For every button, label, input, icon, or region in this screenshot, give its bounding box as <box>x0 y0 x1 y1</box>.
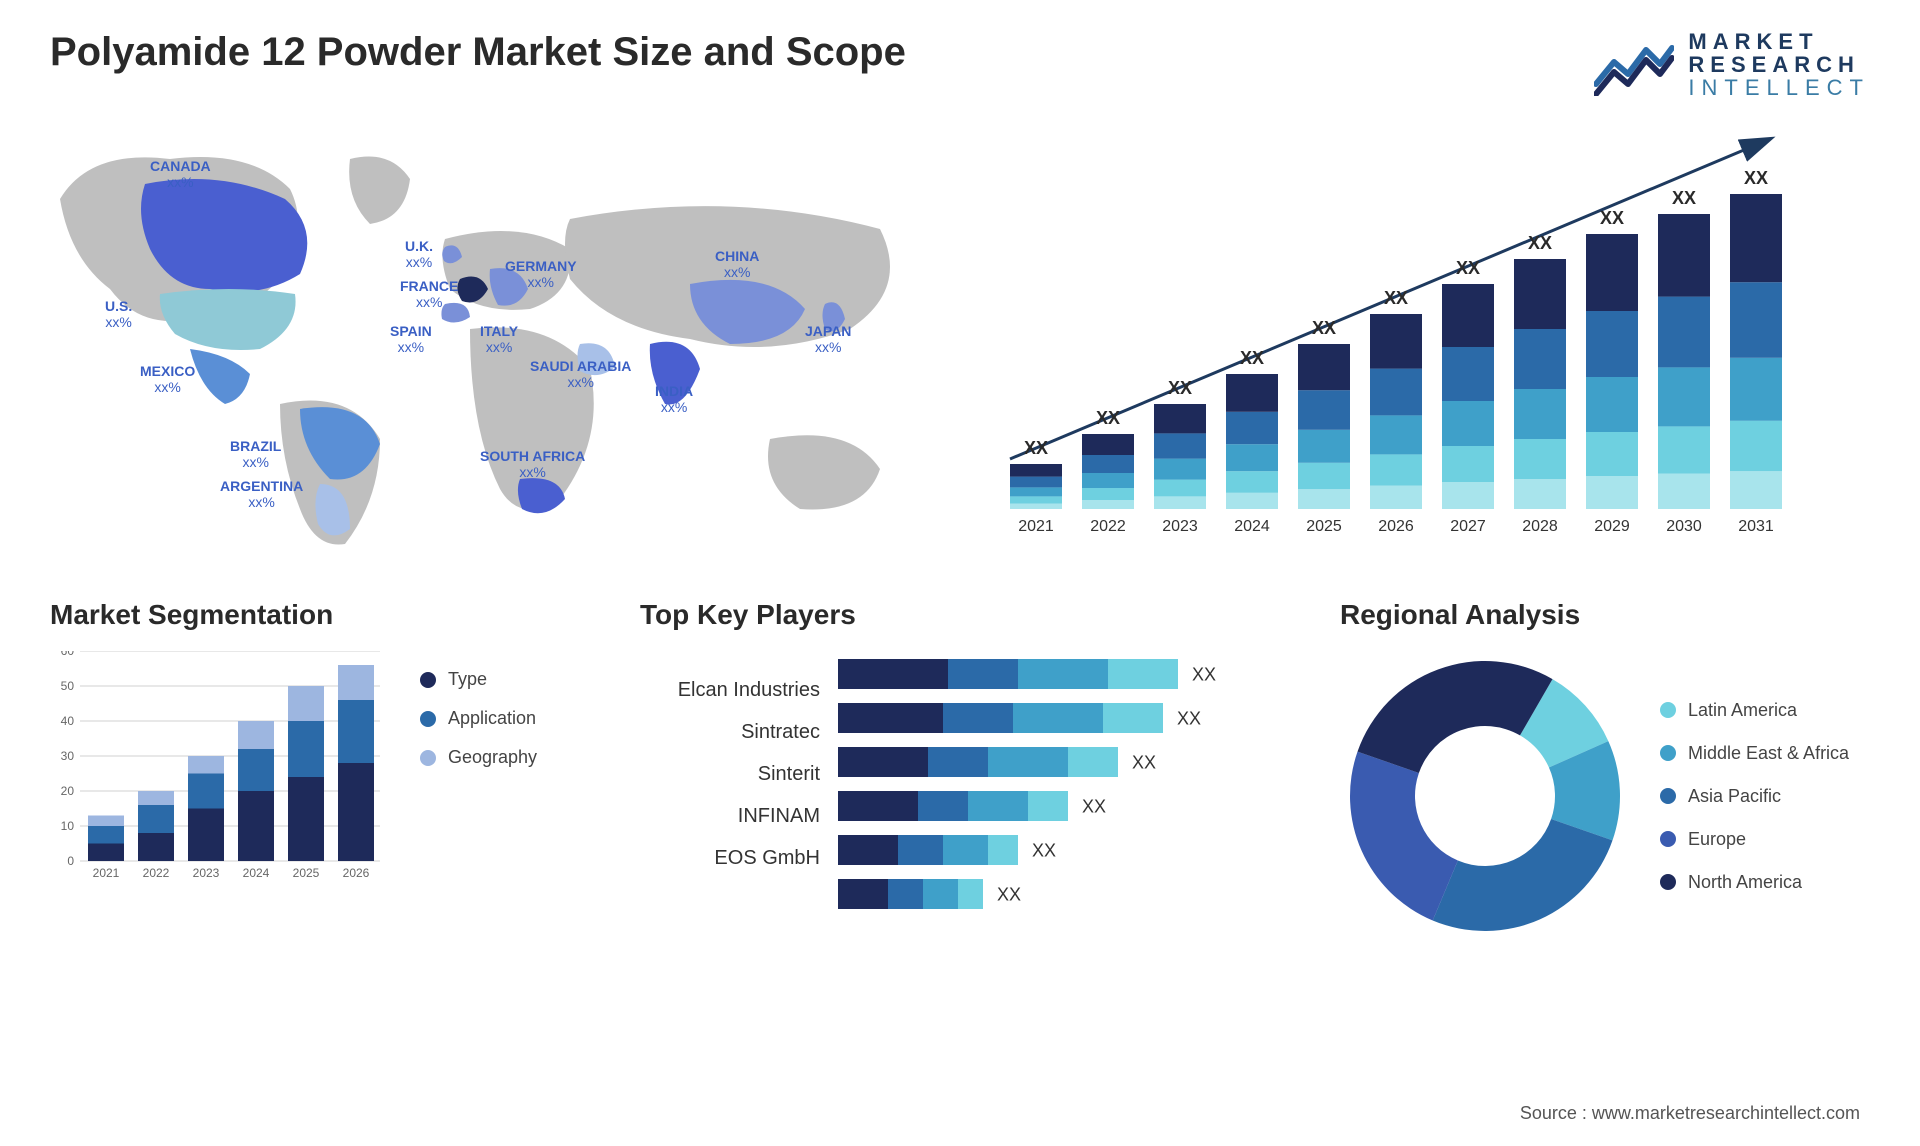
player-name: Elcan Industries <box>640 681 820 723</box>
svg-text:XX: XX <box>1082 797 1106 817</box>
legend-item: Type <box>420 669 537 690</box>
regional-title: Regional Analysis <box>1340 599 1870 631</box>
player-name: Sintratec <box>640 723 820 765</box>
svg-text:2030: 2030 <box>1666 518 1702 535</box>
map-label: BRAZILxx% <box>230 439 281 470</box>
svg-text:2027: 2027 <box>1450 518 1486 535</box>
players-panel: Top Key Players Elcan IndustriesSintrate… <box>640 599 1290 941</box>
map-label: SPAINxx% <box>390 324 432 355</box>
map-label: ARGENTINAxx% <box>220 479 303 510</box>
players-chart-svg: XX XX XX XX XX XX <box>838 651 1278 931</box>
forecast-chart: XX 2021 XX 2022 XX 2023 XX 2024 XX 2025 XX 2026 XX 20… <box>990 129 1870 549</box>
player-name: INFINAM <box>640 807 820 849</box>
svg-text:2021: 2021 <box>93 866 120 880</box>
logo-line2: RESEARCH <box>1688 53 1870 76</box>
svg-text:60: 60 <box>61 651 75 658</box>
svg-text:XX: XX <box>1192 665 1216 685</box>
map-label: SAUDI ARABIAxx% <box>530 359 631 390</box>
legend-item: Geography <box>420 747 537 768</box>
svg-text:XX: XX <box>1600 208 1624 228</box>
svg-text:XX: XX <box>1312 318 1336 338</box>
player-name: EOS GmbH <box>640 849 820 891</box>
map-label: ITALYxx% <box>480 324 518 355</box>
svg-text:XX: XX <box>1528 233 1552 253</box>
map-label: U.S.xx% <box>105 299 132 330</box>
svg-text:2023: 2023 <box>193 866 220 880</box>
svg-text:2022: 2022 <box>1090 518 1126 535</box>
svg-text:20: 20 <box>61 784 75 798</box>
map-label: SOUTH AFRICAxx% <box>480 449 585 480</box>
map-label: GERMANYxx% <box>505 259 577 290</box>
svg-text:XX: XX <box>1672 188 1696 208</box>
logo-line1: MARKET <box>1688 30 1870 53</box>
svg-text:40: 40 <box>61 714 75 728</box>
svg-text:XX: XX <box>1168 378 1192 398</box>
svg-text:2029: 2029 <box>1594 518 1630 535</box>
svg-text:XX: XX <box>1456 258 1480 278</box>
segmentation-title: Market Segmentation <box>50 599 590 631</box>
svg-text:0: 0 <box>67 854 74 868</box>
regional-panel: Regional Analysis Latin America Middle Ea… <box>1340 599 1870 941</box>
player-name: Sinterit <box>640 765 820 807</box>
svg-text:2031: 2031 <box>1738 518 1774 535</box>
svg-text:XX: XX <box>1096 408 1120 428</box>
svg-text:50: 50 <box>61 679 75 693</box>
legend-item: Application <box>420 708 537 729</box>
svg-text:2024: 2024 <box>243 866 270 880</box>
map-label: U.K.xx% <box>405 239 433 270</box>
svg-text:XX: XX <box>1032 841 1056 861</box>
svg-text:2021: 2021 <box>1018 518 1054 535</box>
svg-text:XX: XX <box>1384 288 1408 308</box>
svg-text:XX: XX <box>1132 753 1156 773</box>
logo-mark-icon <box>1594 34 1674 96</box>
world-map: CANADAxx% U.S.xx% MEXICOxx% BRAZILxx% ARGENT… <box>50 129 950 549</box>
svg-text:2028: 2028 <box>1522 518 1558 535</box>
map-label: FRANCExx% <box>400 279 458 310</box>
page-title: Polyamide 12 Powder Market Size and Scop… <box>50 30 906 75</box>
map-label: JAPANxx% <box>805 324 851 355</box>
regional-legend: Latin America Middle East & Africa Asia Pa… <box>1660 700 1849 893</box>
svg-text:10: 10 <box>61 819 75 833</box>
map-label: CANADAxx% <box>150 159 211 190</box>
segmentation-chart-svg: 0 10 20 30 40 50 60 2021 2022 2023 2024 2025 2026 <box>50 651 390 901</box>
svg-text:2026: 2026 <box>1378 518 1414 535</box>
svg-text:30: 30 <box>61 749 75 763</box>
svg-text:XX: XX <box>1024 438 1048 458</box>
svg-text:2023: 2023 <box>1162 518 1198 535</box>
svg-text:XX: XX <box>1177 709 1201 729</box>
segmentation-panel: Market Segmentation 0 10 20 30 40 50 60 2021 202… <box>50 599 590 941</box>
players-name-list: Elcan IndustriesSintratecSinteritINFINAM… <box>640 651 820 891</box>
map-label: MEXICOxx% <box>140 364 195 395</box>
logo-line3: INTELLECT <box>1688 76 1870 99</box>
regional-donut-svg <box>1340 651 1630 941</box>
svg-text:2025: 2025 <box>1306 518 1342 535</box>
legend-item: Middle East & Africa <box>1660 743 1849 764</box>
map-label: CHINAxx% <box>715 249 759 280</box>
svg-text:2025: 2025 <box>293 866 320 880</box>
footer-source: Source : www.marketresearchintellect.com <box>1520 1103 1860 1124</box>
players-title: Top Key Players <box>640 599 1290 631</box>
svg-text:XX: XX <box>1240 348 1264 368</box>
svg-text:2026: 2026 <box>343 866 370 880</box>
svg-text:2024: 2024 <box>1234 518 1270 535</box>
segmentation-legend: Type Application Geography <box>420 651 537 901</box>
svg-text:XX: XX <box>1744 168 1768 188</box>
legend-item: Latin America <box>1660 700 1849 721</box>
legend-item: North America <box>1660 872 1849 893</box>
legend-item: Europe <box>1660 829 1849 850</box>
forecast-chart-svg: XX 2021 XX 2022 XX 2023 XX 2024 XX 2025 XX 2026 XX 20… <box>990 129 1810 549</box>
legend-item: Asia Pacific <box>1660 786 1849 807</box>
svg-text:XX: XX <box>997 885 1021 905</box>
brand-logo: MARKET RESEARCH INTELLECT <box>1594 30 1870 99</box>
svg-text:2022: 2022 <box>143 866 170 880</box>
map-label: INDIAxx% <box>655 384 693 415</box>
